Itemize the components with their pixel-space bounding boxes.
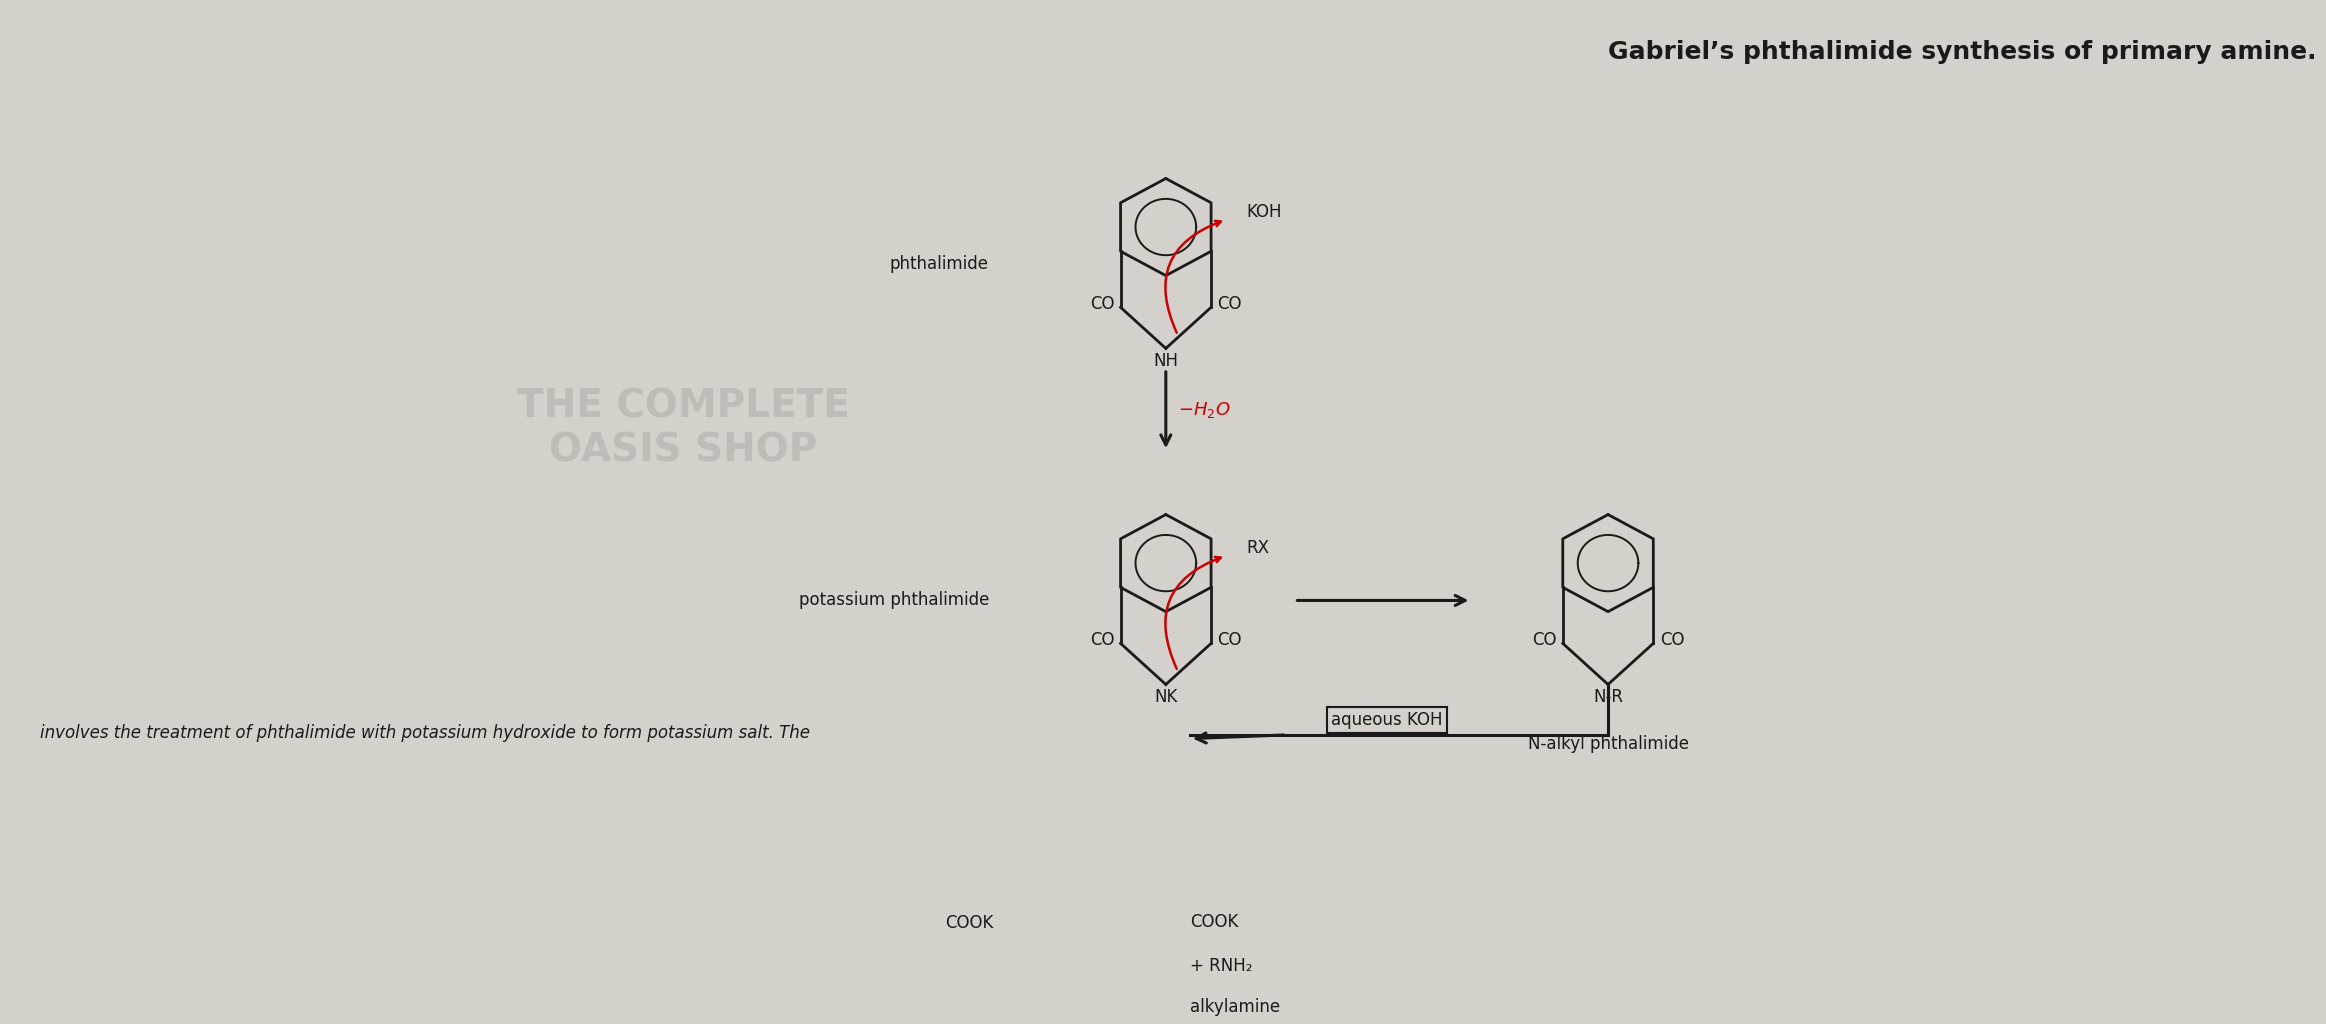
Text: COOK: COOK xyxy=(1191,912,1237,931)
Text: + RNH₂: + RNH₂ xyxy=(1191,957,1251,976)
Text: involves the treatment of phthalimide with potassium hydroxide to form potassium: involves the treatment of phthalimide wi… xyxy=(40,724,809,742)
Text: KOH: KOH xyxy=(1247,203,1282,221)
Text: CO: CO xyxy=(1089,631,1114,648)
Text: potassium phthalimide: potassium phthalimide xyxy=(798,592,989,609)
Text: Gabriel’s phthalimide synthesis of primary amine.: Gabriel’s phthalimide synthesis of prima… xyxy=(1607,40,2317,65)
Text: COOK: COOK xyxy=(944,914,993,932)
Text: alkylamine: alkylamine xyxy=(1191,998,1279,1017)
Text: CO: CO xyxy=(1216,295,1242,312)
Text: phthalimide: phthalimide xyxy=(891,255,989,273)
Text: aqueous KOH: aqueous KOH xyxy=(1330,711,1442,729)
Text: CO: CO xyxy=(1216,631,1242,648)
Text: CO: CO xyxy=(1661,631,1684,648)
Text: $-\mathit{H_2O}$: $-\mathit{H_2O}$ xyxy=(1177,400,1230,420)
Text: CO: CO xyxy=(1089,295,1114,312)
Text: RX: RX xyxy=(1247,540,1270,557)
Text: N-alkyl phthalimide: N-alkyl phthalimide xyxy=(1528,735,1689,753)
Text: N-R: N-R xyxy=(1593,688,1624,707)
Text: NH: NH xyxy=(1154,352,1179,370)
Text: CO: CO xyxy=(1533,631,1556,648)
Text: THE COMPLETE
OASIS SHOP: THE COMPLETE OASIS SHOP xyxy=(516,388,849,470)
Text: NK: NK xyxy=(1154,688,1177,707)
